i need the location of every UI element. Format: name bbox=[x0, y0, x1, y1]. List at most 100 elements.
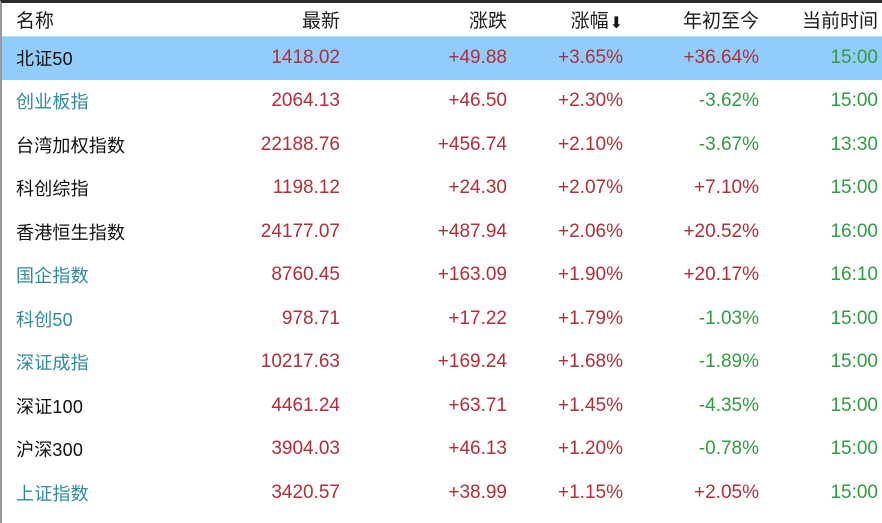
cell-ytd-pct: -3.62% bbox=[698, 90, 759, 112]
table-row[interactable]: 国企指数 8760.45 +163.09 +1.90% +20.17% 16:10 bbox=[2, 253, 882, 298]
cell-last-price: 22188.76 bbox=[260, 133, 340, 155]
index-name-label[interactable]: 深证成指 bbox=[16, 353, 89, 374]
cell-index-name[interactable]: 国企指数 bbox=[2, 254, 252, 298]
column-header-last[interactable]: 最新 bbox=[252, 3, 362, 37]
cell-change: +46.13 bbox=[448, 438, 507, 460]
cell-index-name[interactable]: 深证成指 bbox=[2, 341, 252, 385]
cell-ytd-pct: +2.05% bbox=[694, 481, 759, 503]
index-name-label[interactable]: 上证指数 bbox=[16, 483, 89, 504]
cell-change: +487.94 bbox=[437, 220, 507, 242]
cell-change-pct: +1.79% bbox=[558, 307, 623, 329]
index-name-label[interactable]: 创业板指 bbox=[16, 92, 89, 113]
cell-ytd-pct: +36.64% bbox=[683, 47, 759, 68]
index-name-label: 台湾加权指数 bbox=[16, 135, 126, 156]
table-row[interactable]: 上证指数 3420.57 +38.99 +1.15% +2.05% 15:00 bbox=[2, 471, 882, 515]
cell-quote-time: 15:00 bbox=[830, 177, 878, 199]
cell-change-pct: +2.30% bbox=[558, 90, 623, 112]
cell-ytd-pct: +20.17% bbox=[683, 264, 759, 286]
column-header-pct-label: 涨幅 bbox=[570, 10, 609, 32]
cell-change: +17.22 bbox=[448, 307, 507, 329]
column-header-change[interactable]: 涨跌 bbox=[362, 3, 515, 37]
index-name-label: 科创综指 bbox=[16, 179, 89, 200]
cell-index-name[interactable]: 深证100 bbox=[2, 384, 252, 428]
cell-change: +163.09 bbox=[437, 264, 507, 286]
cell-quote-time: 15:00 bbox=[830, 351, 878, 373]
cell-index-name[interactable]: 科创50 bbox=[2, 297, 252, 341]
cell-ytd-pct: +20.52% bbox=[683, 220, 759, 242]
cell-change-pct: +1.68% bbox=[558, 351, 623, 373]
cell-ytd-pct: -1.03% bbox=[698, 307, 759, 329]
column-header-pct[interactable]: 涨幅⬇ bbox=[515, 3, 627, 37]
cell-quote-time: 16:10 bbox=[830, 264, 878, 286]
cell-quote-time: 15:00 bbox=[830, 307, 878, 329]
cell-last-price: 10217.63 bbox=[260, 351, 340, 373]
column-header-name[interactable]: 名称 bbox=[2, 3, 252, 37]
cell-index-name[interactable]: 台湾加权指数 bbox=[2, 123, 252, 167]
cell-change: +63.71 bbox=[448, 394, 507, 416]
sort-descending-icon[interactable]: ⬇ bbox=[609, 14, 623, 32]
cell-change-pct: +2.06% bbox=[558, 220, 623, 242]
cell-index-name[interactable]: 香港恒生指数 bbox=[2, 210, 252, 254]
cell-quote-time: 15:00 bbox=[830, 394, 878, 416]
cell-quote-time: 16:00 bbox=[830, 220, 878, 242]
cell-change-pct: +3.65% bbox=[558, 47, 623, 68]
index-name-label[interactable]: 科创50 bbox=[16, 309, 73, 330]
index-name-label: 北证50 bbox=[16, 49, 73, 69]
cell-index-name[interactable]: 北证50 bbox=[2, 36, 252, 80]
cell-ytd-pct: -0.78% bbox=[698, 438, 759, 460]
cell-last-price: 2064.13 bbox=[271, 90, 340, 112]
table-row[interactable]: 科创综指 1198.12 +24.30 +2.07% +7.10% 15:00 bbox=[2, 166, 882, 211]
table-header: 名称 最新 涨跌 涨幅⬇ 年初至今 当前时间 bbox=[2, 3, 882, 37]
cell-index-name[interactable]: 科创综指 bbox=[2, 167, 252, 211]
table-row[interactable]: 北证50 1418.02 +49.88 +3.65% +36.64% 15:00 bbox=[2, 36, 882, 80]
cell-quote-time: 15:00 bbox=[830, 47, 878, 68]
cell-last-price: 1198.12 bbox=[272, 177, 340, 199]
cell-index-name[interactable]: 上证指数 bbox=[2, 471, 252, 515]
column-header-ytd[interactable]: 年初至今 bbox=[627, 3, 767, 37]
cell-change: +46.50 bbox=[448, 90, 507, 112]
cell-change: +49.88 bbox=[448, 47, 507, 68]
cell-index-name[interactable]: 创业板指 bbox=[2, 80, 252, 124]
table-row[interactable]: 台湾加权指数 22188.76 +456.74 +2.10% -3.67% 13:30 bbox=[2, 123, 882, 167]
cell-change-pct: +1.20% bbox=[558, 438, 623, 460]
index-name-label: 深证100 bbox=[16, 396, 84, 417]
cell-quote-time: 15:00 bbox=[830, 438, 878, 460]
cell-change: +38.99 bbox=[448, 481, 507, 503]
cell-change-pct: +1.45% bbox=[558, 394, 623, 416]
cell-quote-time: 15:00 bbox=[830, 90, 878, 112]
cell-last-price: 3904.03 bbox=[271, 438, 340, 460]
index-quote-table: 名称 最新 涨跌 涨幅⬇ 年初至今 当前时间 北证50 1418.02 +49.88… bbox=[2, 3, 882, 515]
column-header-time[interactable]: 当前时间 bbox=[767, 3, 882, 37]
index-name-label[interactable]: 国企指数 bbox=[16, 266, 89, 287]
table-row[interactable]: 深证100 4461.24 +63.71 +1.45% -4.35% 15:00 bbox=[2, 384, 882, 428]
cell-index-name[interactable]: 沪深300 bbox=[2, 428, 252, 472]
cell-ytd-pct: -1.89% bbox=[698, 351, 759, 373]
cell-last-price: 3420.57 bbox=[271, 481, 340, 503]
table-row[interactable]: 深证成指 10217.63 +169.24 +1.68% -1.89% 15:00 bbox=[2, 340, 882, 385]
cell-change: +169.24 bbox=[437, 351, 507, 373]
table-row[interactable]: 科创50 978.71 +17.22 +1.79% -1.03% 15:00 bbox=[2, 297, 882, 341]
cell-last-price: 24177.07 bbox=[260, 220, 340, 242]
cell-ytd-pct: -3.67% bbox=[698, 133, 759, 155]
cell-change-pct: +2.10% bbox=[558, 133, 623, 155]
header-row: 名称 最新 涨跌 涨幅⬇ 年初至今 当前时间 bbox=[2, 3, 882, 37]
index-name-label: 香港恒生指数 bbox=[16, 222, 126, 243]
cell-change: +456.74 bbox=[437, 133, 507, 155]
table-row[interactable]: 创业板指 2064.13 +46.50 +2.30% -3.62% 15:00 bbox=[2, 79, 882, 124]
cell-last-price: 4461.24 bbox=[271, 394, 340, 416]
cell-last-price: 978.71 bbox=[281, 307, 340, 329]
index-name-label: 沪深300 bbox=[16, 440, 84, 461]
cell-quote-time: 13:30 bbox=[830, 133, 878, 155]
cell-change-pct: +1.15% bbox=[558, 481, 623, 503]
table-body: 北证50 1418.02 +49.88 +3.65% +36.64% 15:00 创业板指 2… bbox=[2, 36, 882, 515]
table-row[interactable]: 沪深300 3904.03 +46.13 +1.20% -0.78% 15:00 bbox=[2, 427, 882, 472]
cell-quote-time: 15:00 bbox=[830, 481, 878, 503]
cell-last-price: 1418.02 bbox=[271, 47, 340, 68]
table-row[interactable]: 香港恒生指数 24177.07 +487.94 +2.06% +20.52% 16:00 bbox=[2, 210, 882, 254]
cell-ytd-pct: +7.10% bbox=[694, 177, 759, 199]
cell-ytd-pct: -4.35% bbox=[698, 394, 759, 416]
cell-change: +24.30 bbox=[448, 177, 507, 199]
cell-change-pct: +1.90% bbox=[558, 264, 623, 286]
cell-change-pct: +2.07% bbox=[558, 177, 623, 199]
